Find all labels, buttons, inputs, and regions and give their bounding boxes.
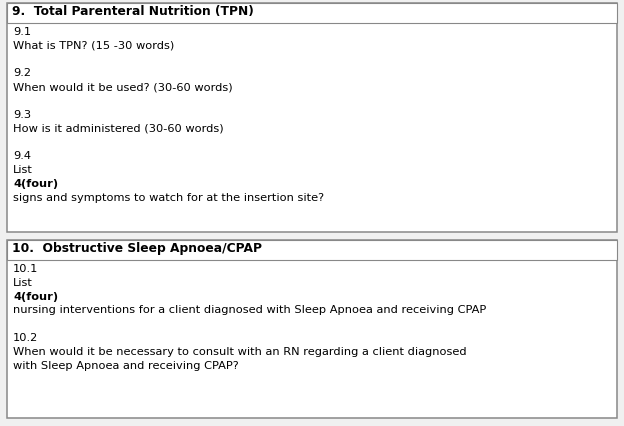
Text: nursing interventions for a client diagnosed with Sleep Apnoea and receiving CPA: nursing interventions for a client diagn… xyxy=(13,305,486,315)
Text: 10.2: 10.2 xyxy=(13,333,38,343)
Text: 4(four): 4(four) xyxy=(13,292,58,302)
Text: How is it administered (30-60 words): How is it administered (30-60 words) xyxy=(13,124,223,134)
Text: 4(four): 4(four) xyxy=(13,179,58,189)
Text: signs and symptoms to watch for at the insertion site?: signs and symptoms to watch for at the i… xyxy=(13,193,324,203)
Text: 9.4: 9.4 xyxy=(13,151,31,161)
Bar xyxy=(7,3,617,232)
Text: List: List xyxy=(13,165,33,175)
Text: 9.2: 9.2 xyxy=(13,69,31,78)
Bar xyxy=(7,240,617,418)
Text: What is TPN? (15 -30 words): What is TPN? (15 -30 words) xyxy=(13,41,174,51)
Text: 9.3: 9.3 xyxy=(13,110,31,120)
Text: with Sleep Apnoea and receiving CPAP?: with Sleep Apnoea and receiving CPAP? xyxy=(13,360,239,371)
Text: 9.1: 9.1 xyxy=(13,27,31,37)
Text: When would it be necessary to consult with an RN regarding a client diagnosed: When would it be necessary to consult wi… xyxy=(13,347,467,357)
Bar xyxy=(7,240,617,260)
Bar xyxy=(7,3,617,23)
Text: 10.  Obstructive Sleep Apnoea/CPAP: 10. Obstructive Sleep Apnoea/CPAP xyxy=(12,242,262,255)
Text: 10.1: 10.1 xyxy=(13,264,38,274)
Text: List: List xyxy=(13,278,33,288)
Text: When would it be used? (30-60 words): When would it be used? (30-60 words) xyxy=(13,82,233,92)
Text: 9.  Total Parenteral Nutrition (TPN): 9. Total Parenteral Nutrition (TPN) xyxy=(12,5,254,18)
